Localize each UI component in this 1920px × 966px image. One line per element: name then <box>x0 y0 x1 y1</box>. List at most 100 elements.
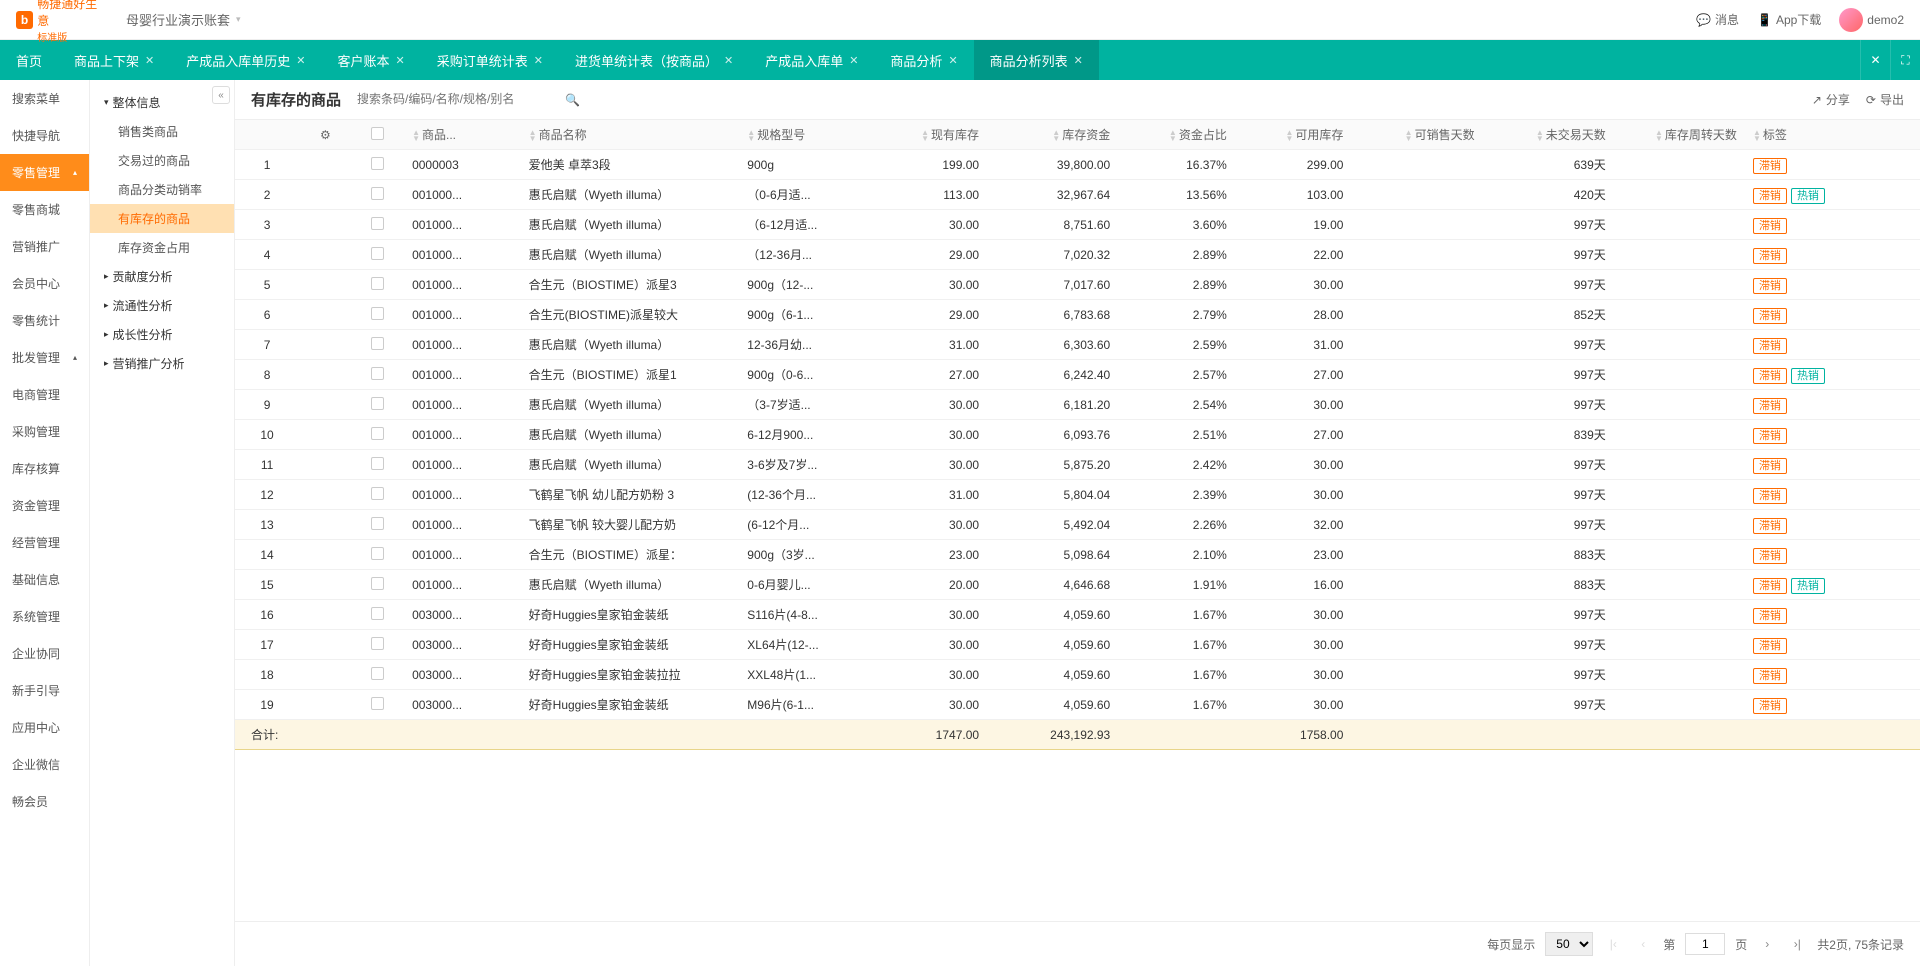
tree-group-0[interactable]: ▸贡献度分析 <box>90 262 234 291</box>
tree-item-2[interactable]: 商品分类动销率 <box>90 175 234 204</box>
table-row[interactable]: 10000003爱他美 卓萃3段900g199.0039,800.0016.37… <box>235 150 1920 180</box>
messages-button[interactable]: 💬 消息 <box>1696 11 1739 28</box>
cell-checkbox[interactable] <box>352 360 404 390</box>
table-row[interactable]: 10001000...惠氏启赋（Wyeth illuma）6-12月900...… <box>235 420 1920 450</box>
header-code[interactable]: ▲▼商品... <box>404 120 521 150</box>
tab-4[interactable]: 采购订单统计表✕ <box>421 40 559 80</box>
sidebar-item-13[interactable]: 基础信息 <box>0 561 89 598</box>
cell-checkbox[interactable] <box>352 600 404 630</box>
header-notrade[interactable]: ▲▼未交易天数 <box>1483 120 1614 150</box>
logo[interactable]: b 畅捷通好生意 标准版 <box>16 0 106 44</box>
sidebar-item-19[interactable]: 畅会员 <box>0 783 89 820</box>
app-download-button[interactable]: 📱 App下载 <box>1757 11 1821 28</box>
sidebar-item-12[interactable]: 经营管理 <box>0 524 89 561</box>
tab-6[interactable]: 产成品入库单✕ <box>749 40 874 80</box>
collapse-tree-button[interactable]: « <box>212 86 230 104</box>
sidebar-item-4[interactable]: 营销推广 <box>0 228 89 265</box>
share-button[interactable]: ↗ 分享 <box>1812 91 1850 108</box>
header-fund[interactable]: ▲▼库存资金 <box>987 120 1118 150</box>
sidebar-item-2[interactable]: 零售管理▴ <box>0 154 89 191</box>
close-icon[interactable]: ✕ <box>1074 54 1083 67</box>
sidebar-item-18[interactable]: 企业微信 <box>0 746 89 783</box>
cell-checkbox[interactable] <box>352 690 404 720</box>
table-row[interactable]: 4001000...惠氏启赋（Wyeth illuma）（12-36月...29… <box>235 240 1920 270</box>
close-icon[interactable]: ✕ <box>849 54 858 67</box>
sidebar-item-6[interactable]: 零售统计 <box>0 302 89 339</box>
user-menu[interactable]: demo2 <box>1839 8 1904 32</box>
table-row[interactable]: 12001000...飞鹤星飞帆 幼儿配方奶粉 3(12-36个月...31.0… <box>235 480 1920 510</box>
tab-0[interactable]: 首页 <box>0 40 58 80</box>
close-all-tabs-button[interactable]: ✕ <box>1860 40 1890 80</box>
close-icon[interactable]: ✕ <box>396 54 405 67</box>
cell-checkbox[interactable] <box>352 420 404 450</box>
close-icon[interactable]: ✕ <box>724 54 733 67</box>
table-row[interactable]: 9001000...惠氏启赋（Wyeth illuma）（3-7岁适...30.… <box>235 390 1920 420</box>
cell-checkbox[interactable] <box>352 480 404 510</box>
prev-page-button[interactable]: ‹ <box>1633 934 1653 954</box>
sidebar-item-1[interactable]: 快捷导航 <box>0 117 89 154</box>
sidebar-item-7[interactable]: 批发管理▴ <box>0 339 89 376</box>
close-icon[interactable]: ✕ <box>534 54 543 67</box>
tab-2[interactable]: 产成品入库单历史✕ <box>170 40 321 80</box>
table-row[interactable]: 19003000...好奇Huggies皇家铂金装纸M96片(6-1...30.… <box>235 690 1920 720</box>
table-row[interactable]: 2001000...惠氏启赋（Wyeth illuma）（0-6月适...113… <box>235 180 1920 210</box>
cell-checkbox[interactable] <box>352 660 404 690</box>
cell-checkbox[interactable] <box>352 630 404 660</box>
cell-checkbox[interactable] <box>352 330 404 360</box>
table-row[interactable]: 15001000...惠氏启赋（Wyeth illuma）0-6月婴儿...20… <box>235 570 1920 600</box>
table-row[interactable]: 14001000...合生元（BIOSTIME）派星：900g（3岁...23.… <box>235 540 1920 570</box>
search-input[interactable] <box>353 88 553 111</box>
table-row[interactable]: 18003000...好奇Huggies皇家铂金装拉拉XXL48片(1...30… <box>235 660 1920 690</box>
export-button[interactable]: ⟳ 导出 <box>1866 91 1904 108</box>
cell-checkbox[interactable] <box>352 570 404 600</box>
sidebar-item-0[interactable]: 搜索菜单 <box>0 80 89 117</box>
cell-checkbox[interactable] <box>352 510 404 540</box>
cell-checkbox[interactable] <box>352 210 404 240</box>
close-icon[interactable]: ✕ <box>948 54 957 67</box>
header-checkbox[interactable] <box>352 120 404 150</box>
per-page-select[interactable]: 50 <box>1545 932 1593 956</box>
sidebar-item-10[interactable]: 库存核算 <box>0 450 89 487</box>
header-pct[interactable]: ▲▼资金占比 <box>1118 120 1235 150</box>
tree-item-0[interactable]: 销售类商品 <box>90 117 234 146</box>
cell-checkbox[interactable] <box>352 450 404 480</box>
table-row[interactable]: 16003000...好奇Huggies皇家铂金装纸S116片(4-8...30… <box>235 600 1920 630</box>
tree-item-4[interactable]: 库存资金占用 <box>90 233 234 262</box>
header-tag[interactable]: ▲▼标签 <box>1745 120 1920 150</box>
cell-checkbox[interactable] <box>352 180 404 210</box>
sidebar-item-16[interactable]: 新手引导 <box>0 672 89 709</box>
close-icon[interactable]: ✕ <box>296 54 305 67</box>
sidebar-item-9[interactable]: 采购管理 <box>0 413 89 450</box>
sidebar-item-11[interactable]: 资金管理 <box>0 487 89 524</box>
header-turn[interactable]: ▲▼库存周转天数 <box>1614 120 1745 150</box>
tab-8[interactable]: 商品分析列表✕ <box>974 40 1099 80</box>
sidebar-item-8[interactable]: 电商管理 <box>0 376 89 413</box>
header-sale[interactable]: ▲▼可销售天数 <box>1351 120 1482 150</box>
tab-3[interactable]: 客户账本✕ <box>321 40 420 80</box>
tree-group-3[interactable]: ▸营销推广分析 <box>90 349 234 378</box>
tree-item-1[interactable]: 交易过的商品 <box>90 146 234 175</box>
fullscreen-button[interactable]: ⛶ <box>1890 40 1920 80</box>
cell-checkbox[interactable] <box>352 540 404 570</box>
table-row[interactable]: 11001000...惠氏启赋（Wyeth illuma）3-6岁及7岁...3… <box>235 450 1920 480</box>
tenant-selector[interactable]: 母婴行业演示账套 ▾ <box>126 10 241 29</box>
tab-1[interactable]: 商品上下架✕ <box>58 40 170 80</box>
table-row[interactable]: 5001000...合生元（BIOSTIME）派星3900g（12-...30.… <box>235 270 1920 300</box>
tree-group-1[interactable]: ▸流通性分析 <box>90 291 234 320</box>
sidebar-item-3[interactable]: 零售商城 <box>0 191 89 228</box>
table-row[interactable]: 8001000...合生元（BIOSTIME）派星1900g（0-6...27.… <box>235 360 1920 390</box>
close-icon[interactable]: ✕ <box>145 54 154 67</box>
cell-checkbox[interactable] <box>352 150 404 180</box>
tab-7[interactable]: 商品分析✕ <box>874 40 973 80</box>
tree-group-2[interactable]: ▸成长性分析 <box>90 320 234 349</box>
sidebar-item-14[interactable]: 系统管理 <box>0 598 89 635</box>
sidebar-item-17[interactable]: 应用中心 <box>0 709 89 746</box>
table-row[interactable]: 6001000...合生元(BIOSTIME)派星较大900g（6-1...29… <box>235 300 1920 330</box>
cell-checkbox[interactable] <box>352 390 404 420</box>
table-row[interactable]: 17003000...好奇Huggies皇家铂金装纸XL64片(12-...30… <box>235 630 1920 660</box>
header-name[interactable]: ▲▼商品名称 <box>521 120 740 150</box>
search-icon[interactable]: 🔍 <box>565 93 580 107</box>
table-row[interactable]: 3001000...惠氏启赋（Wyeth illuma）（6-12月适...30… <box>235 210 1920 240</box>
header-stock[interactable]: ▲▼现有库存 <box>870 120 987 150</box>
first-page-button[interactable]: |‹ <box>1603 934 1623 954</box>
